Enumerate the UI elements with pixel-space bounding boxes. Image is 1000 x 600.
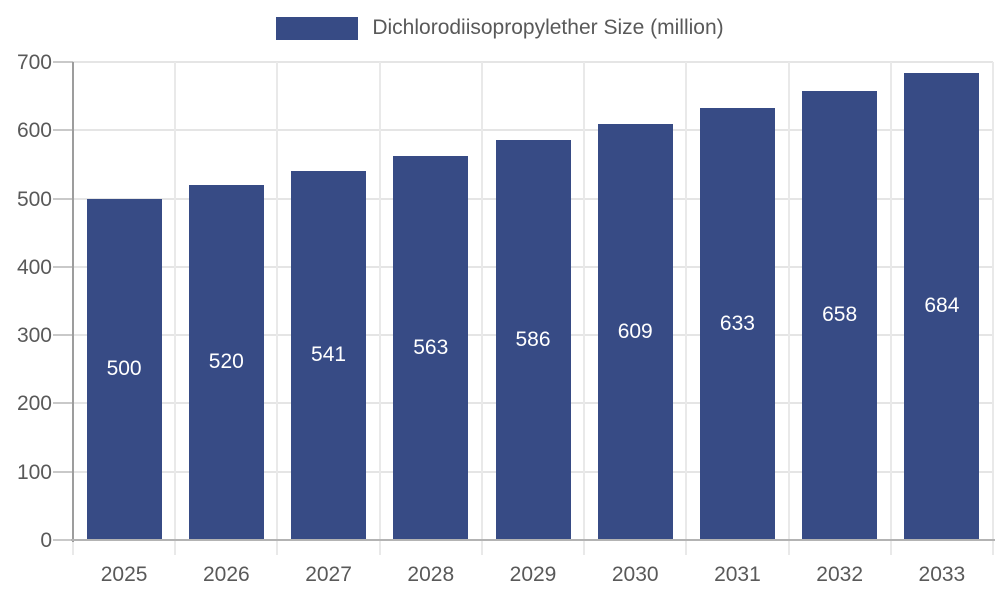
x-tick-mark [72, 540, 74, 555]
y-tick-mark [53, 334, 73, 337]
y-tick-mark [53, 402, 73, 405]
bar: 541 [291, 170, 367, 540]
legend-label: Dichlorodiisopropylether Size (million) [372, 16, 724, 39]
x-tick-label: 2032 [816, 563, 864, 586]
bar: 520 [188, 184, 264, 540]
bar: 609 [597, 124, 673, 540]
x-tick-mark [174, 540, 177, 555]
x-gridline [378, 62, 381, 540]
x-gridline [787, 62, 790, 540]
bar: 633 [699, 107, 775, 540]
y-axis-line [72, 62, 74, 542]
x-tick-label: 2033 [918, 563, 966, 586]
legend: Dichlorodiisopropylether Size (million) [0, 16, 1000, 40]
x-tick-label: 2030 [611, 563, 659, 586]
x-tick-mark [889, 540, 892, 555]
bar: 658 [802, 90, 878, 540]
x-gridline [685, 62, 688, 540]
y-tick-label: 300 [16, 324, 52, 348]
bar: 684 [904, 72, 980, 540]
bar-value-label: 541 [311, 343, 347, 367]
x-tick-mark [583, 540, 586, 555]
y-tick-mark [53, 61, 73, 63]
x-gridline [480, 62, 483, 540]
y-tick-mark [53, 129, 73, 132]
x-tick-mark [378, 540, 381, 555]
x-tick-mark [480, 540, 483, 555]
x-axis-line [71, 539, 995, 541]
x-tick-mark [787, 540, 790, 555]
x-tick-mark [992, 540, 994, 555]
bar-value-label: 520 [208, 350, 244, 374]
bar-value-label: 633 [719, 311, 755, 335]
bar-value-label: 658 [822, 303, 858, 327]
bar-value-label: 586 [515, 327, 551, 351]
plot-area: 500 520 541 563 586 609 633 658 684 [72, 61, 994, 541]
x-gridline [174, 62, 177, 540]
y-tick-label: 400 [16, 255, 52, 279]
x-tick-label: 2029 [509, 563, 557, 586]
bar: 586 [495, 139, 571, 540]
y-gridline [73, 129, 993, 132]
y-tick-label: 700 [16, 51, 52, 74]
x-tick-label: 2026 [202, 563, 250, 586]
y-gridline [73, 61, 993, 63]
bar: 500 [86, 198, 162, 540]
y-tick-mark [53, 470, 73, 473]
bar-value-label: 684 [924, 294, 960, 318]
x-gridline [276, 62, 279, 540]
bar: 563 [393, 155, 469, 540]
x-tick-mark [276, 540, 279, 555]
x-tick-label: 2027 [305, 563, 352, 586]
y-tick-mark [53, 197, 73, 200]
x-tick-mark [685, 540, 688, 555]
y-tick-mark [53, 265, 73, 268]
y-tick-label: 100 [16, 460, 52, 484]
bar-value-label: 609 [617, 320, 653, 344]
y-tick-label: 200 [16, 392, 52, 416]
y-tick-label: 0 [40, 529, 52, 552]
x-gridline [583, 62, 586, 540]
x-gridline [889, 62, 892, 540]
bar-value-label: 563 [413, 335, 449, 359]
legend-swatch [276, 16, 359, 40]
x-gridline [992, 62, 994, 540]
x-tick-label: 2031 [714, 563, 761, 586]
y-tick-label: 600 [16, 119, 52, 143]
bar-value-label: 500 [106, 357, 142, 381]
y-tick-label: 500 [16, 187, 52, 211]
x-tick-label: 2028 [407, 563, 455, 586]
y-tick-mark [53, 539, 73, 541]
x-tick-label: 2025 [100, 563, 148, 586]
